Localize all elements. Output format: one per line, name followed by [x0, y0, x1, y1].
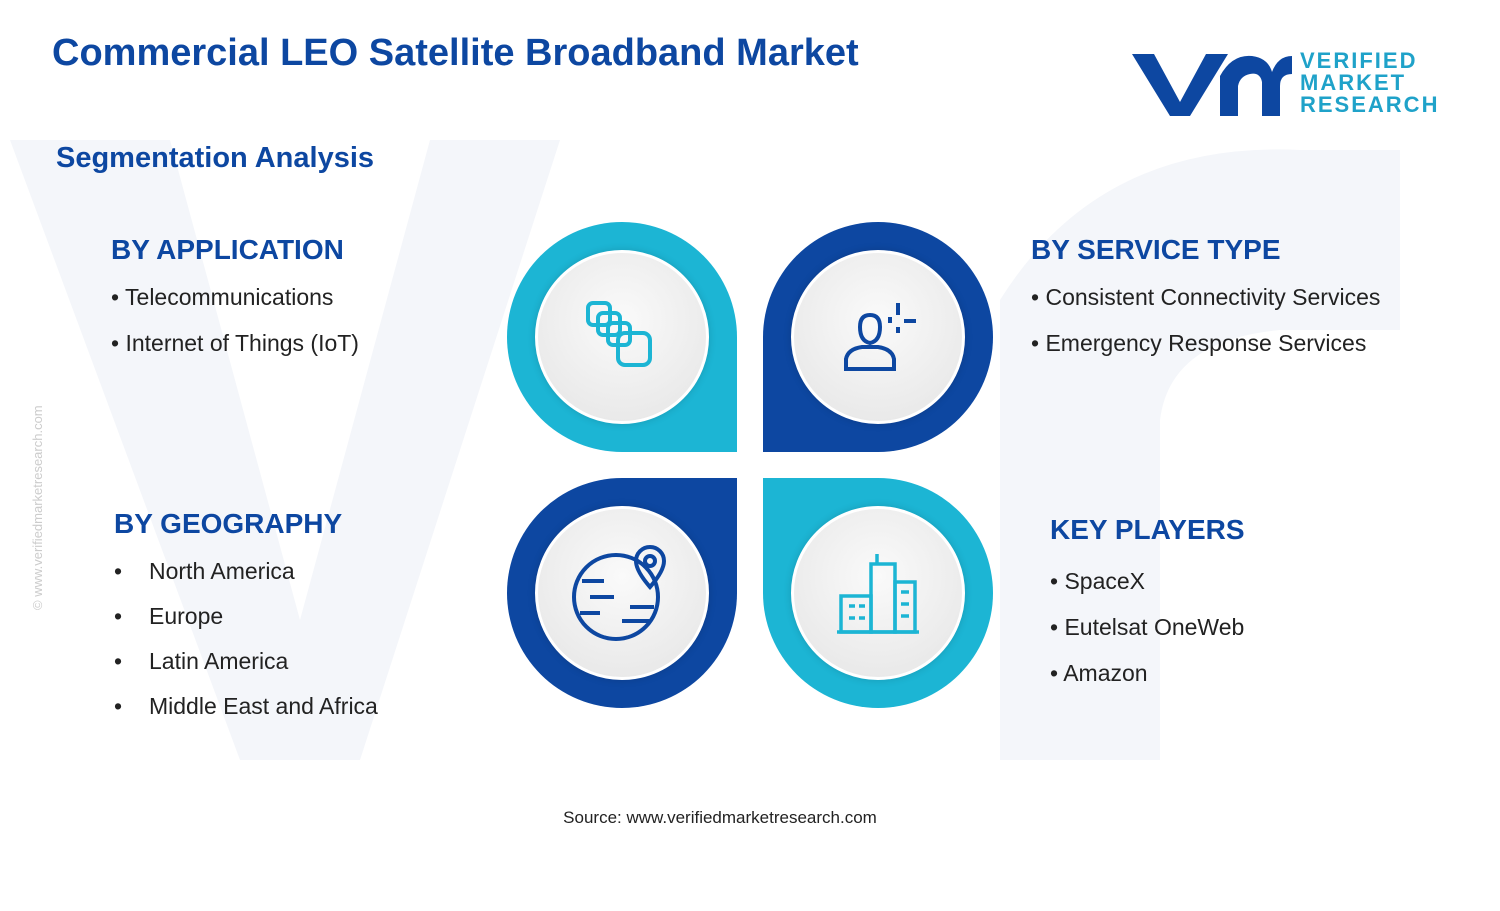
segment: KEY PLAYERS SpaceX Eutelsat OneWeb Amazo…: [1050, 514, 1350, 702]
watermark: © www.verifiedmarketresearch.com: [30, 405, 45, 610]
service-icon: [844, 303, 916, 371]
segment-shape: [763, 478, 993, 708]
segment-item: Europe: [114, 599, 474, 633]
icon-circle: [535, 250, 709, 424]
players-icon: [837, 554, 919, 634]
logo-text: VERIFIED: [1300, 48, 1418, 73]
item-text: North America: [149, 558, 295, 584]
logo-mark: [1132, 54, 1292, 116]
icon-circle: [535, 506, 709, 680]
item-text: Consistent Connectivity Services: [1045, 284, 1381, 310]
segment-item: Consistent Connectivity Services: [1031, 280, 1491, 314]
segment-shape: [763, 222, 993, 452]
segment-item: Middle East and Africa: [114, 689, 474, 723]
item-text: Telecommunications: [125, 284, 334, 310]
segment: BY APPLICATION Telecommunications Intern…: [111, 234, 371, 372]
segment-title: BY SERVICE TYPE: [1031, 234, 1281, 265]
segment-item: Latin America: [114, 644, 474, 678]
item-text: Europe: [149, 603, 224, 629]
segment: BY SERVICE TYPE Consistent Connectivity …: [1031, 234, 1491, 372]
logo-text: MARKET: [1300, 70, 1407, 95]
item-text: Amazon: [1063, 660, 1148, 686]
subtitle: Segmentation Analysis: [56, 142, 375, 174]
segment-item: SpaceX: [1050, 564, 1350, 598]
item-text: Emergency Response Services: [1045, 330, 1367, 356]
segment-item: Telecommunications: [111, 280, 371, 314]
segment-item: Amazon: [1050, 656, 1350, 690]
item-text: Middle East and Africa: [149, 693, 378, 719]
item-text: Internet of Things (IoT): [125, 330, 359, 356]
segment-title: BY APPLICATION: [111, 234, 344, 265]
icon-circle: [791, 250, 965, 424]
segment: BY GEOGRAPHY North America Europe Latin …: [114, 508, 474, 734]
item-text: SpaceX: [1064, 568, 1146, 594]
segment-shape: [507, 222, 737, 452]
segment-item: Internet of Things (IoT): [111, 326, 371, 360]
source: Source: www.verifiedmarketresearch.com: [563, 808, 877, 827]
logo-text: RESEARCH: [1300, 92, 1440, 117]
title: Commercial LEO Satellite Broadband Marke…: [52, 32, 859, 74]
icon-circle: [791, 506, 965, 680]
segment-shape: [507, 478, 737, 708]
item-text: Eutelsat OneWeb: [1064, 614, 1245, 640]
segment-item: Emergency Response Services: [1031, 326, 1491, 360]
application-icon: [586, 301, 652, 367]
geography-icon: [572, 545, 667, 641]
segment-item: Eutelsat OneWeb: [1050, 610, 1350, 644]
segment-item: North America: [114, 554, 474, 588]
segment-title: KEY PLAYERS: [1050, 514, 1245, 545]
item-text: Latin America: [149, 648, 289, 674]
segment-title: BY GEOGRAPHY: [114, 508, 343, 539]
